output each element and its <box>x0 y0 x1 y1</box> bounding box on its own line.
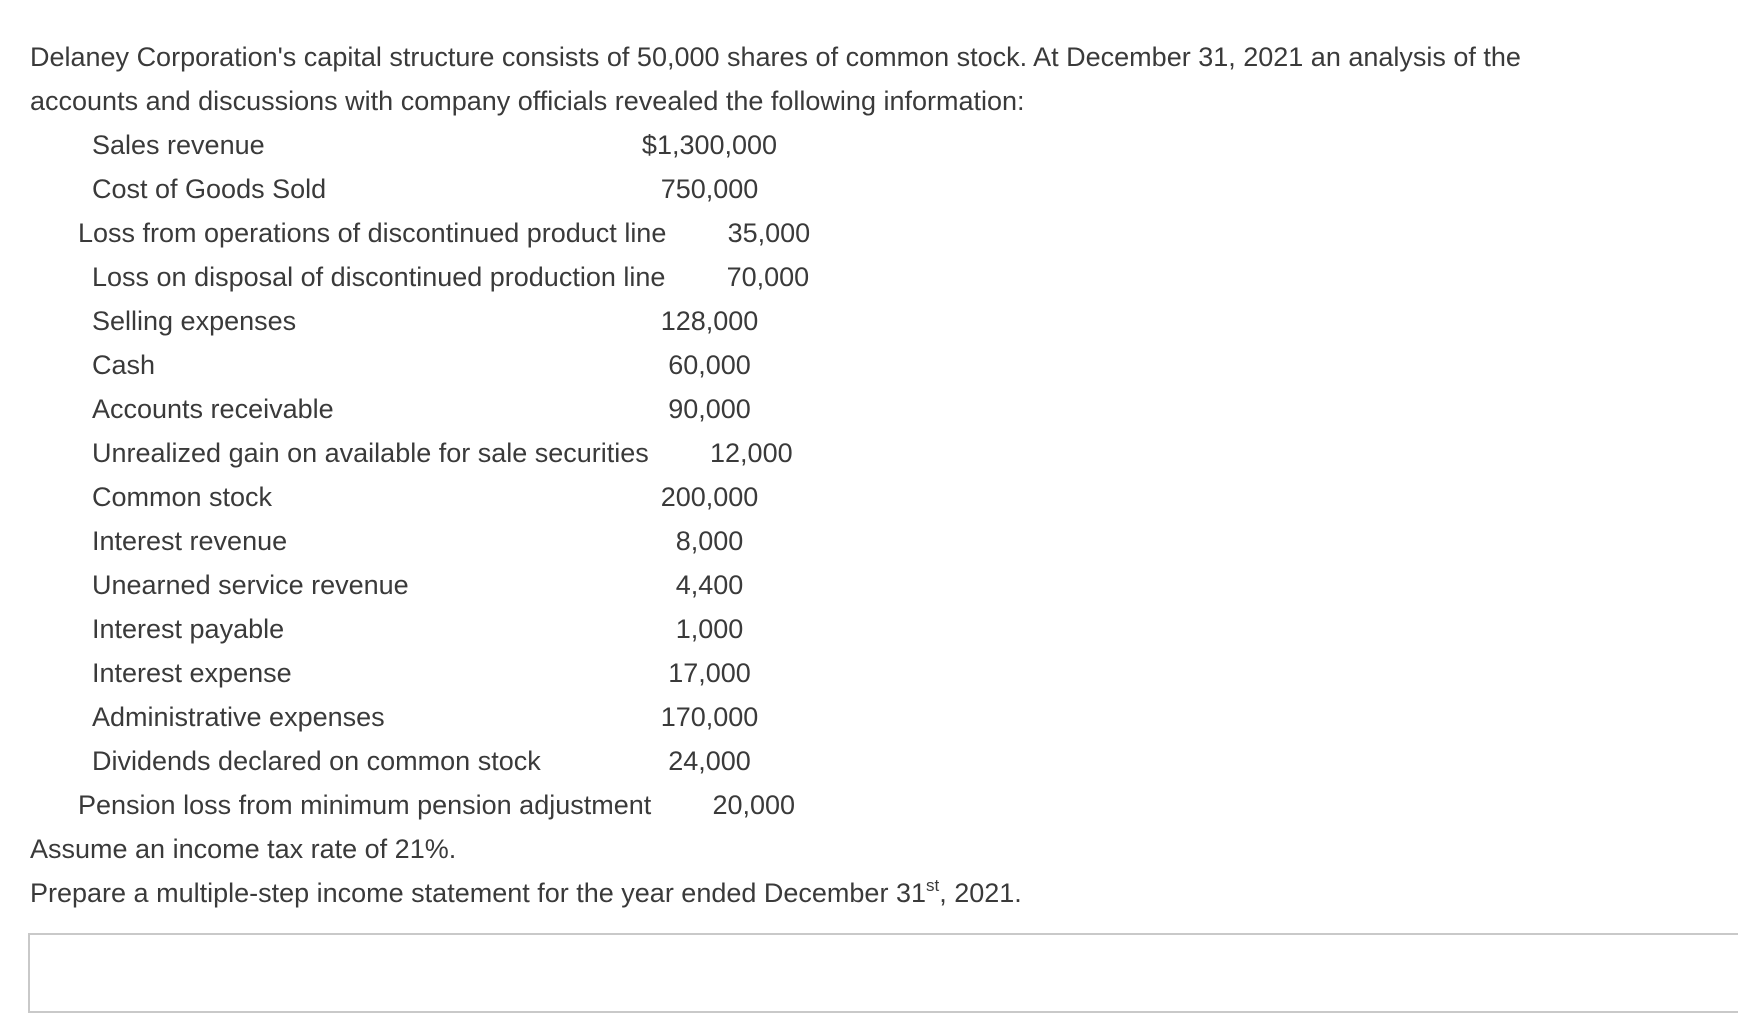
account-list: Sales revenue $1,300,000 Cost of Goods So… <box>30 123 1738 827</box>
account-label: Unearned service revenue <box>92 570 409 600</box>
account-label: Cost of Goods Sold <box>92 174 327 204</box>
account-value: 1,000 <box>675 614 744 644</box>
account-row: Selling expenses 128,000 <box>30 299 1738 343</box>
account-value: 200,000 <box>660 482 759 512</box>
account-value: 70,000 <box>726 262 810 292</box>
account-label: Interest expense <box>92 658 292 688</box>
problem-intro: Delaney Corporation's capital structure … <box>30 35 1738 123</box>
problem-page: Delaney Corporation's capital structure … <box>30 35 1738 915</box>
account-value: 170,000 <box>660 702 759 732</box>
account-row: Sales revenue $1,300,000 <box>30 123 1738 167</box>
account-row: Common stock 200,000 <box>30 475 1738 519</box>
account-label: Selling expenses <box>92 306 297 336</box>
account-label: Common stock <box>92 482 273 512</box>
account-row: Pension loss from minimum pension adjust… <box>30 783 1738 827</box>
account-value: $1,300,000 <box>641 130 778 160</box>
account-value: 60,000 <box>668 350 751 380</box>
account-value: 35,000 <box>727 218 811 248</box>
account-row: Cost of Goods Sold 750,000 <box>30 167 1738 211</box>
account-value: 24,000 <box>668 746 751 776</box>
account-value: 4,400 <box>675 570 744 600</box>
account-row: Interest expense 17,000 <box>30 651 1738 695</box>
account-row: Loss from operations of discontinued pro… <box>30 211 1738 255</box>
task-instruction: Prepare a multiple-step income statement… <box>30 871 1738 915</box>
account-row: Unrealized gain on available for sale se… <box>30 431 1738 475</box>
tax-rate-note: Assume an income tax rate of 21%. <box>30 834 457 864</box>
account-value: 90,000 <box>668 394 751 424</box>
account-row: Interest payable 1,000 <box>30 607 1738 651</box>
account-label: Cash <box>92 350 156 380</box>
account-value: 128,000 <box>660 306 759 336</box>
task-text: Prepare a multiple-step income statement… <box>30 878 926 908</box>
account-label: Interest payable <box>92 614 285 644</box>
ordinal-superscript: st <box>925 876 940 895</box>
account-label: Loss from operations of discontinued pro… <box>78 218 667 248</box>
account-row: Administrative expenses 170,000 <box>30 695 1738 739</box>
account-row: Accounts receivable 90,000 <box>30 387 1738 431</box>
account-label: Interest revenue <box>92 526 288 556</box>
account-label: Unrealized gain on available for sale se… <box>92 438 649 468</box>
account-label: Sales revenue <box>92 130 265 160</box>
account-value: 12,000 <box>710 438 793 468</box>
account-row: Dividends declared on common stock 24,000 <box>30 739 1738 783</box>
account-value: 750,000 <box>660 174 759 204</box>
account-row: Cash 60,000 <box>30 343 1738 387</box>
account-row: Loss on disposal of discontinued product… <box>30 255 1738 299</box>
account-label: Pension loss from minimum pension adjust… <box>78 790 652 820</box>
account-label: Administrative expenses <box>92 702 385 732</box>
account-row: Unearned service revenue 4,400 <box>30 563 1738 607</box>
intro-line-2: accounts and discussions with company of… <box>30 86 1025 116</box>
account-label: Loss on disposal of discontinued product… <box>92 262 666 292</box>
account-value: 20,000 <box>712 790 796 820</box>
task-date-suffix: , 2021. <box>939 878 1022 908</box>
account-row: Interest revenue 8,000 <box>30 519 1738 563</box>
account-value: 17,000 <box>668 658 751 688</box>
account-label: Accounts receivable <box>92 394 334 424</box>
intro-line-1: Delaney Corporation's capital structure … <box>30 42 1521 72</box>
account-value: 8,000 <box>675 526 744 556</box>
account-label: Dividends declared on common stock <box>92 746 541 776</box>
answer-box[interactable] <box>28 933 1738 1013</box>
